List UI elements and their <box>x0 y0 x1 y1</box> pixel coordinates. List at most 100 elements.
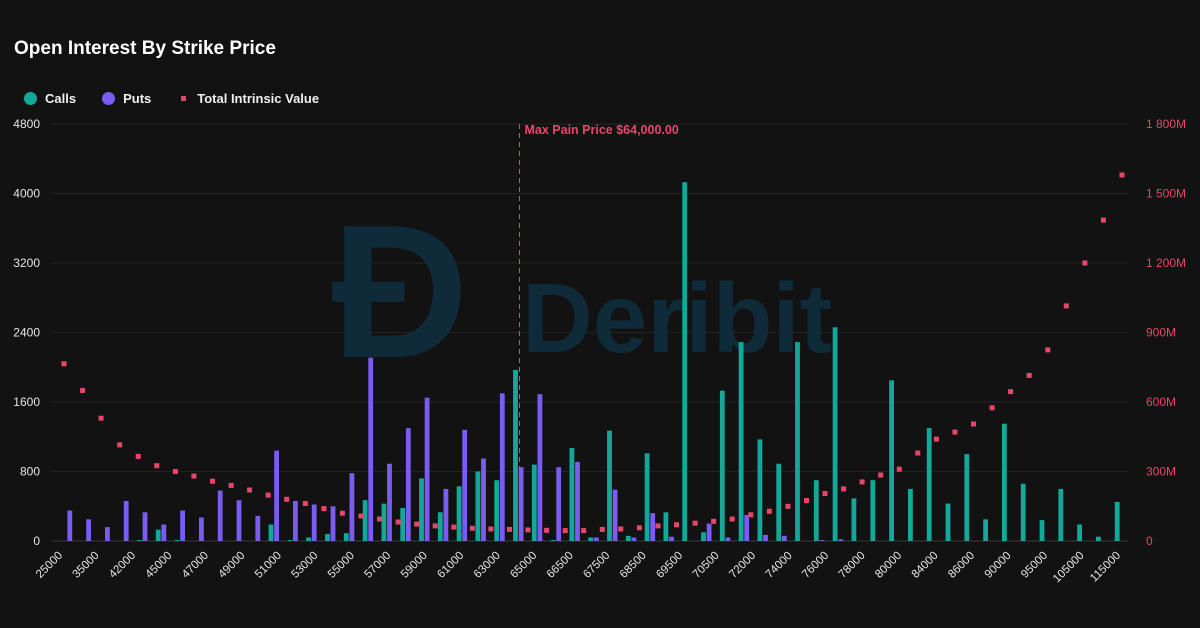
x-axis: 25000 35000 42000 45000 47000 49000 51000 53000… <box>34 550 1123 586</box>
intrinsic-point <box>321 506 327 512</box>
y2-tick-label: 1 200M <box>1146 256 1186 270</box>
puts-bar <box>199 517 204 541</box>
puts-bar <box>424 397 430 541</box>
x-tick-label: 86000 <box>946 550 977 581</box>
legend-label-puts: Puts <box>123 91 152 106</box>
x-tick-label: 42000 <box>107 550 138 581</box>
chart-title: Open Interest By Strike Price <box>14 38 276 59</box>
y-axis-left: 0 800 1600 2400 3200 4000 4800 <box>13 117 40 548</box>
x-tick-label: 51000 <box>253 550 284 581</box>
x-tick-label: 78000 <box>837 550 868 581</box>
intrinsic-point <box>544 527 550 533</box>
intrinsic-points-group <box>61 172 1125 534</box>
intrinsic-point <box>1082 260 1088 266</box>
puts-bar <box>67 510 73 541</box>
watermark-text: Deribit <box>522 263 832 373</box>
puts-bar <box>744 514 750 541</box>
legend-item-calls[interactable]: Calls <box>24 91 76 106</box>
puts-bar <box>330 506 336 542</box>
intrinsic-point <box>822 491 828 496</box>
puts-bar <box>575 461 580 541</box>
calls-bar <box>419 478 424 541</box>
calls-bar <box>644 453 650 541</box>
y-tick-label: 2400 <box>13 326 40 340</box>
calls-bar <box>137 540 142 541</box>
intrinsic-point <box>377 516 382 522</box>
intrinsic-point <box>414 521 420 527</box>
intrinsic-point <box>1100 217 1106 223</box>
x-tick-label: 59000 <box>399 550 430 581</box>
intrinsic-point <box>804 498 809 503</box>
x-tick-label: 53000 <box>289 550 320 581</box>
deribit-logo-icon: Đ <box>331 186 468 398</box>
x-tick-label: 115000 <box>1088 550 1123 585</box>
puts-bar <box>819 540 825 541</box>
legend-item-puts[interactable]: Puts <box>102 91 151 106</box>
calls-bar <box>813 480 819 541</box>
x-tick-label: 105000 <box>1051 550 1087 586</box>
x-tick-label: 69500 <box>654 550 685 581</box>
x-tick-label: 76000 <box>800 550 831 581</box>
puts-bar <box>123 501 129 541</box>
y2-tick-label: 1 800M <box>1146 117 1186 131</box>
calls-bar <box>701 532 706 541</box>
x-tick-label: 55000 <box>326 550 357 581</box>
x-tick-label: 84000 <box>910 550 941 581</box>
x-tick-label: 72000 <box>727 550 758 581</box>
intrinsic-point <box>729 516 735 522</box>
calls-bar <box>1002 423 1007 541</box>
calls-bar <box>964 454 970 541</box>
calls-bar <box>306 537 311 541</box>
intrinsic-point <box>636 525 642 531</box>
legend-item-intrinsic[interactable]: Total Intrinsic Value <box>177 91 319 106</box>
intrinsic-point <box>358 513 364 519</box>
legend-label-calls: Calls <box>45 91 77 106</box>
calls-bar <box>870 480 876 541</box>
intrinsic-point <box>210 478 215 484</box>
intrinsic-point <box>469 525 475 531</box>
chart-legend: Calls Puts Total Intrinsic Value <box>24 91 345 106</box>
y2-tick-label: 300M <box>1146 465 1176 479</box>
x-tick-label: 47000 <box>180 550 211 581</box>
puts-bar <box>443 488 449 541</box>
x-tick-label: 35000 <box>71 550 102 581</box>
puts-bar <box>405 428 411 541</box>
intrinsic-point <box>525 527 531 533</box>
puts-bar <box>274 450 279 541</box>
intrinsic-point <box>1119 172 1125 178</box>
y2-tick-label: 900M <box>1146 326 1176 340</box>
y-axis-right: 0 300M 600M 900M 1 200M 1 500M 1 800M <box>1146 117 1186 548</box>
intrinsic-point <box>878 472 884 478</box>
intrinsic-point <box>896 466 902 472</box>
intrinsic-point <box>135 453 141 459</box>
calls-bar <box>1114 501 1120 541</box>
intrinsic-point <box>841 486 847 492</box>
puts-bar <box>236 500 242 541</box>
intrinsic-point <box>766 508 772 514</box>
calls-bar <box>362 500 368 541</box>
calls-bar <box>1039 520 1045 541</box>
intrinsic-point <box>859 479 865 485</box>
puts-bar <box>142 512 148 541</box>
y-tick-label: 0 <box>33 534 40 548</box>
puts-bar <box>481 458 486 541</box>
intrinsic-point <box>228 482 234 488</box>
calls-bar <box>1058 488 1064 541</box>
intrinsic-point <box>98 415 104 421</box>
puts-bar <box>105 527 110 541</box>
x-tick-label: 57000 <box>362 550 393 581</box>
calls-bar <box>381 503 387 541</box>
intrinsic-point <box>971 421 976 427</box>
intrinsic-point <box>395 519 401 525</box>
calls-bar <box>494 480 500 541</box>
x-tick-label: 68500 <box>618 550 649 581</box>
calls-bar <box>851 498 857 541</box>
calls-bar <box>287 540 293 541</box>
intrinsic-point <box>562 528 568 534</box>
x-tick-label: 95000 <box>1019 550 1050 581</box>
puts-bar <box>669 536 674 541</box>
calls-bar <box>268 524 274 541</box>
x-tick-label: 25000 <box>34 550 65 581</box>
intrinsic-point <box>581 528 587 534</box>
intrinsic-point <box>1026 372 1032 378</box>
